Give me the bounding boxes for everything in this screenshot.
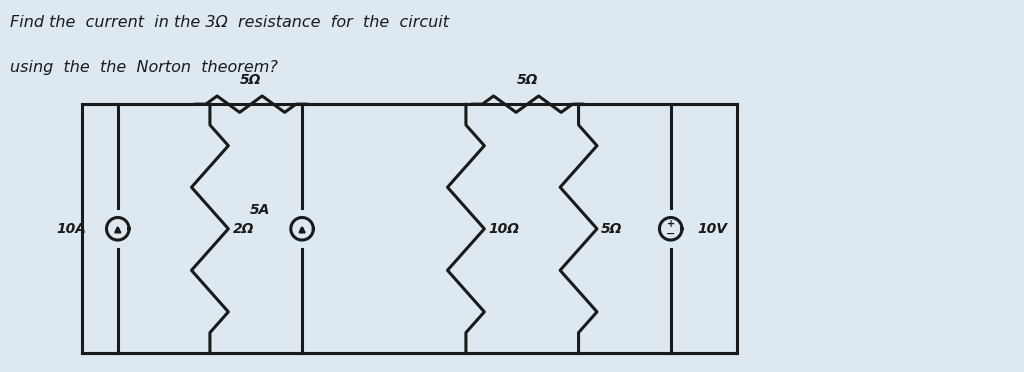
Text: +: +	[667, 219, 675, 229]
Text: 5A: 5A	[250, 203, 270, 217]
Text: −: −	[666, 229, 676, 239]
Text: 2Ω: 2Ω	[232, 222, 254, 236]
Text: 5Ω: 5Ω	[241, 73, 261, 87]
Text: 10A: 10A	[56, 222, 86, 236]
Text: 10V: 10V	[697, 222, 727, 236]
Text: 10Ω: 10Ω	[488, 222, 519, 236]
Text: Find the  current  in the 3Ω  resistance  for  the  circuit: Find the current in the 3Ω resistance fo…	[10, 15, 450, 30]
Text: 5Ω: 5Ω	[517, 73, 538, 87]
Text: 5Ω: 5Ω	[601, 222, 623, 236]
Text: using  the  the  Norton  theorem?: using the the Norton theorem?	[10, 60, 279, 74]
